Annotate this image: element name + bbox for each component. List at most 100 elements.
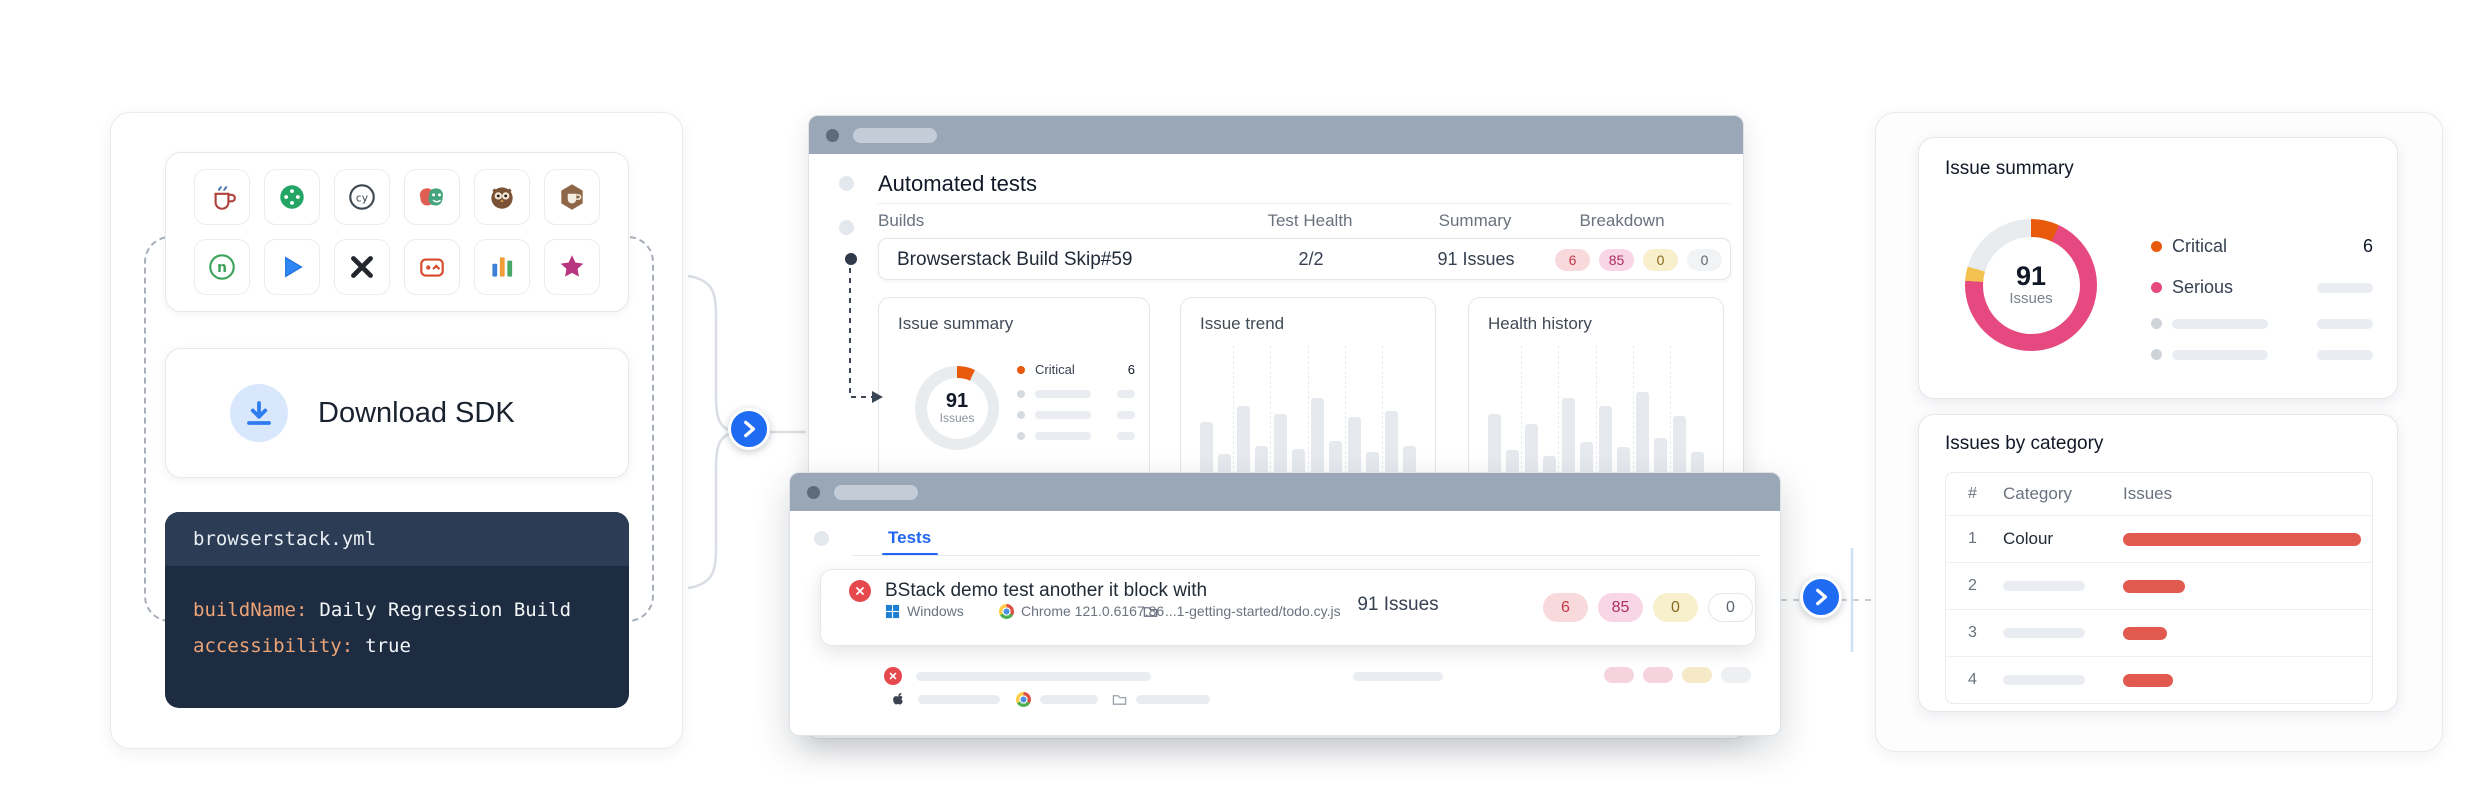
build-breakdown-badges: 6 85 0 0: [1555, 249, 1722, 271]
build-test-health: 2/2: [1298, 249, 1324, 269]
badge-critical: 6: [1543, 593, 1588, 622]
chrome-icon: [999, 603, 1014, 619]
test-failed-icon: [849, 580, 871, 602]
test-spec-file: ...1-getting-started/todo.cy.js: [1143, 603, 1341, 619]
legend-serious: Serious: [2151, 277, 2373, 298]
legend-skeleton-row: [1017, 432, 1135, 440]
build-name: Browserstack Build Skip#59: [897, 249, 1133, 270]
legend-skeleton-row: [1017, 411, 1135, 419]
framework-cypress-icon: cy: [334, 169, 390, 225]
framework-playwright-icon: [404, 169, 460, 225]
test-browser: Chrome 121.0.6167.86: [999, 603, 1164, 619]
flow-arrow-2-icon: [1800, 576, 1842, 618]
rail-dot: [839, 176, 854, 191]
tab-tests[interactable]: Tests: [888, 528, 932, 547]
issues-by-category-title: Issues by category: [1945, 433, 2104, 454]
column-header-summary: Summary: [1438, 211, 1512, 230]
test-name: BStack demo test another it block with: [885, 580, 1208, 601]
rail-dot: [839, 220, 854, 235]
badge-serious: 85: [1598, 593, 1643, 622]
framework-owl-icon: [474, 169, 530, 225]
category-row: 2: [1946, 562, 2372, 609]
category-issues-bar: [2123, 532, 2361, 546]
window-dot-icon: [826, 129, 839, 142]
report-issue-summary-donut-chart: 91 Issues: [1965, 219, 2097, 351]
apple-icon: [893, 693, 903, 705]
folder-icon: [1143, 606, 1158, 617]
builds-header-divider: [878, 203, 1731, 204]
badge-moderate: 0: [1653, 593, 1698, 622]
framework-xcuitest-icon: [334, 239, 390, 295]
test-failed-icon: [884, 667, 902, 685]
build-summary: 91 Issues: [1437, 249, 1515, 269]
issue-summary-donut-chart: 91 Issues: [915, 366, 999, 450]
legend-critical: Critical 6: [1017, 362, 1135, 377]
window-title-placeholder: [853, 128, 937, 143]
legend-skeleton-row: [2151, 318, 2373, 329]
category-issues-bar: [2123, 626, 2167, 640]
framework-icons-card: cy n: [165, 152, 629, 312]
issues-by-category-table: # Category Issues 1 Colour 2 3: [1945, 472, 2373, 704]
category-row: 1 Colour: [1946, 515, 2372, 562]
issue-trend-title: Issue trend: [1200, 314, 1285, 333]
test-os: Windows: [885, 603, 964, 619]
test-row-skeleton: [790, 665, 1782, 725]
framework-cucumber-icon: [264, 169, 320, 225]
column-header-breakdown: Breakdown: [1579, 211, 1665, 230]
issue-total: 91: [945, 390, 969, 412]
badge-minor: 0: [1687, 249, 1722, 271]
window-title-placeholder: [834, 485, 918, 500]
windows-icon: [885, 604, 900, 618]
report-issue-total-label: Issues: [2009, 290, 2053, 307]
column-header-builds: Builds: [878, 211, 925, 230]
window-dot-icon: [807, 486, 820, 499]
badge-serious: 85: [1599, 249, 1634, 271]
chrome-icon: [1016, 692, 1031, 707]
category-issues-bar: [2123, 673, 2173, 687]
legend-skeleton-row: [1017, 390, 1135, 398]
svg-text:cy: cy: [356, 191, 368, 204]
builds-window-titlebar: [809, 116, 1743, 154]
framework-java-icon: [194, 169, 250, 225]
report-issue-summary-card: Issue summary 91 Issues Critical 6 Serio…: [1918, 137, 2398, 399]
browserstack-yml-code-block: browserstack.yml buildName: Daily Regress…: [165, 512, 629, 708]
tabs-divider: [852, 555, 1760, 556]
test-summary: 91 Issues: [1357, 594, 1439, 615]
build-row-marker-dot: [845, 253, 857, 265]
framework-bars-icon: [474, 239, 530, 295]
svg-text:n: n: [217, 260, 227, 276]
yml-line-buildname: buildName: Daily Regression Build: [193, 599, 572, 621]
download-sdk-button[interactable]: Download SDK: [165, 348, 629, 478]
issue-summary-title: Issue summary: [898, 314, 1014, 333]
folder-icon: [1112, 695, 1127, 705]
framework-robot-icon: [404, 239, 460, 295]
builds-section-title: Automated tests: [878, 171, 1037, 196]
build-row[interactable]: Browserstack Build Skip#59 2/2 91 Issues…: [878, 238, 1731, 280]
badge-moderate: 0: [1643, 249, 1678, 271]
rail-dot: [814, 531, 829, 546]
tab-tests-underline: [882, 553, 938, 556]
test-breakdown-badges: 6 85 0 0: [1543, 593, 1753, 622]
tests-window: Tests BStack demo test another it block …: [789, 472, 1781, 736]
category-row: 4: [1946, 656, 2372, 703]
column-header-test-health: Test Health: [1267, 211, 1353, 230]
category-issues-bar: [2123, 579, 2185, 593]
badge-critical: 6: [1555, 249, 1590, 271]
test-row[interactable]: BStack demo test another it block with W…: [820, 569, 1756, 646]
legend-critical: Critical 6: [2151, 236, 2373, 257]
category-row: 3: [1946, 609, 2372, 656]
issues-by-category-card: Issues by category # Category Issues 1 C…: [1918, 414, 2398, 712]
yml-filename: browserstack.yml: [165, 512, 629, 566]
badge-minor: 0: [1708, 593, 1753, 622]
yml-line-accessibility: accessibility: true: [193, 635, 411, 657]
tests-window-titlebar: [790, 473, 1780, 511]
category-table-header: # Category Issues: [1968, 484, 2173, 503]
reports-panel: Issue summary 91 Issues Critical 6 Serio…: [1875, 112, 2443, 752]
flow-arrow-1-icon: [728, 408, 770, 450]
report-issue-summary-title: Issue summary: [1945, 158, 2074, 179]
legend-skeleton-row: [2151, 349, 2373, 360]
framework-play-icon: [264, 239, 320, 295]
framework-mocha-icon: [544, 169, 600, 225]
issue-total-label: Issues: [939, 411, 975, 425]
